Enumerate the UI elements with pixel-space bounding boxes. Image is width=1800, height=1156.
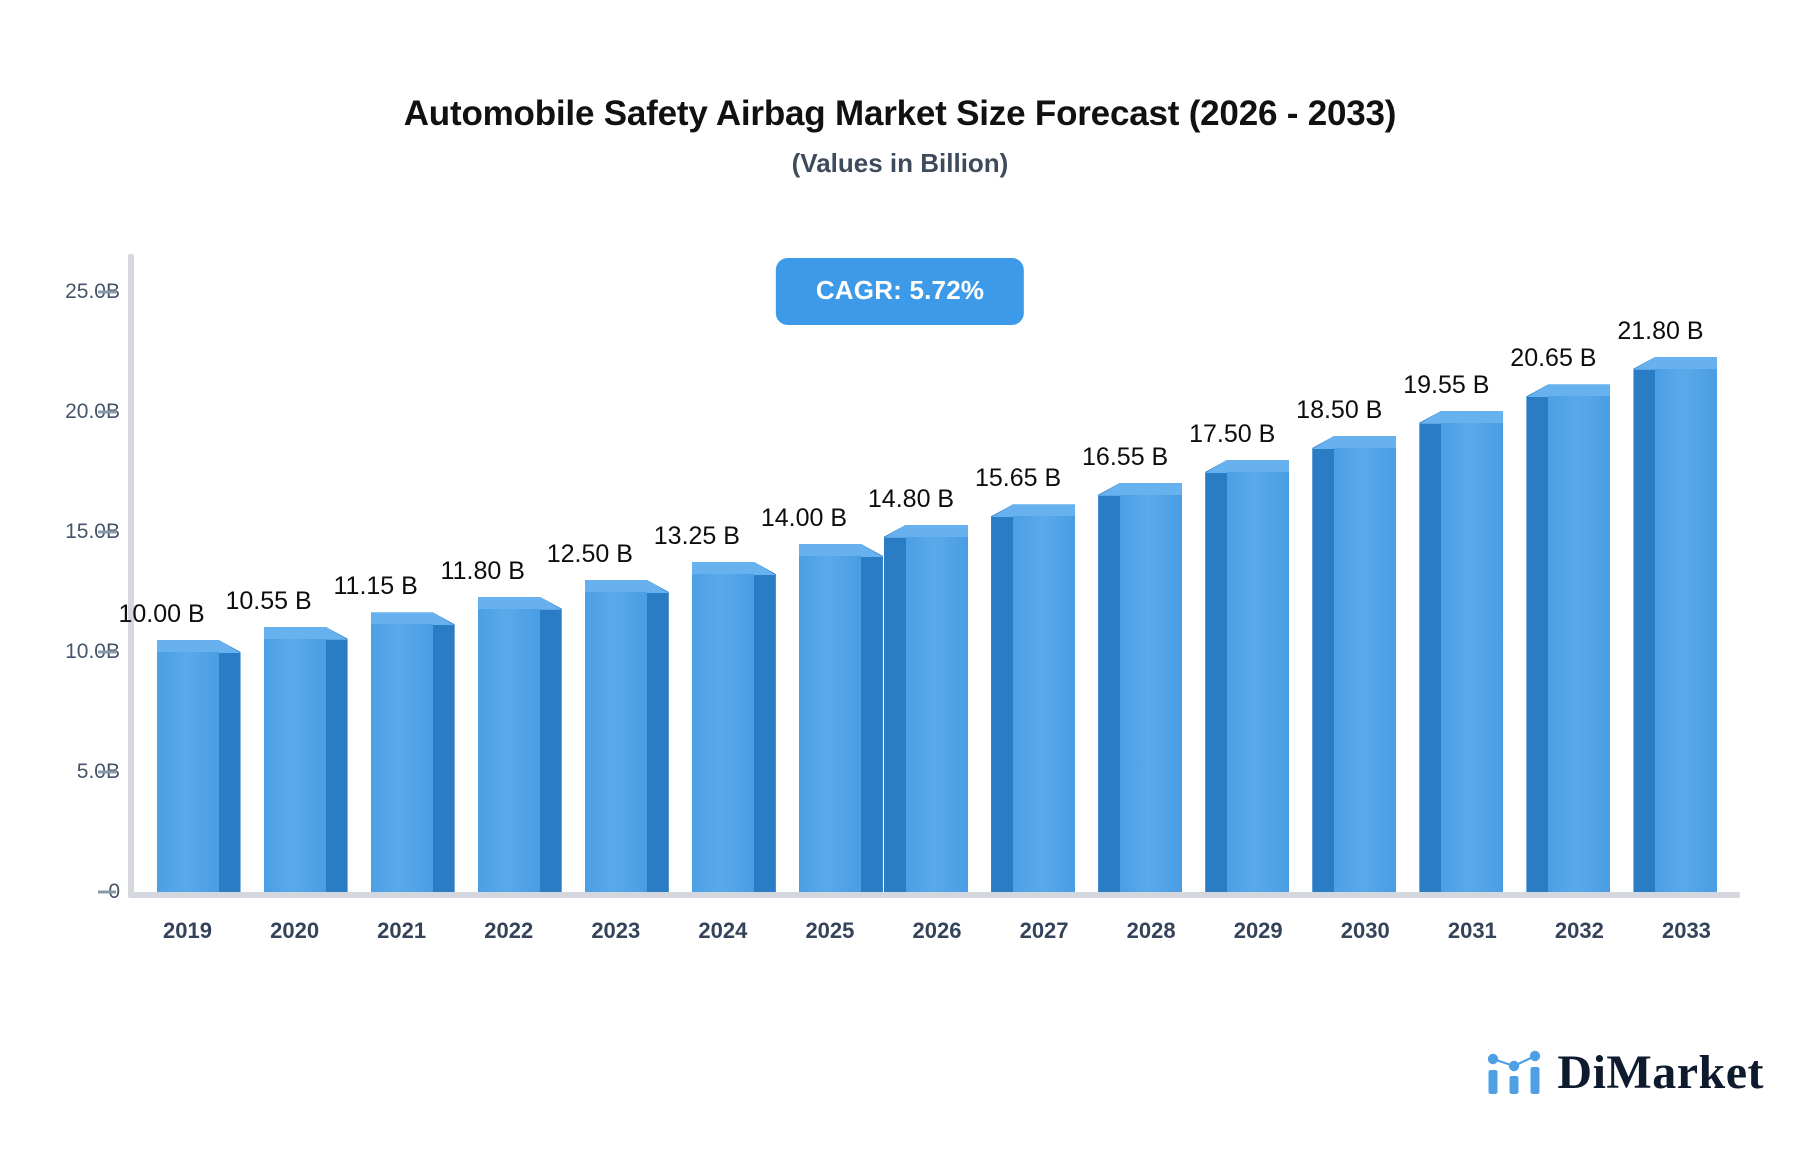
bar-top-face xyxy=(691,561,776,575)
x-axis-label-2020: 2020 xyxy=(270,918,320,943)
bar-side-face xyxy=(646,579,669,892)
bar-chart-dots-icon xyxy=(1488,1050,1541,1094)
x-axis-label-2025: 2025 xyxy=(805,918,855,943)
bar-front-face xyxy=(370,624,433,892)
bar-top-face xyxy=(1633,356,1718,370)
bar-top-face xyxy=(1526,384,1611,398)
y-axis-tick-mark xyxy=(98,770,116,774)
bar-top-face xyxy=(1205,459,1290,473)
bar-front-face xyxy=(1227,472,1290,892)
bar-top-face xyxy=(370,612,455,626)
bar-value-label: 13.25 B xyxy=(653,521,740,550)
bar-value-label: 21.80 B xyxy=(1617,316,1704,345)
y-axis-tick-label: 25.0B xyxy=(65,280,120,303)
x-axis-label-2024: 2024 xyxy=(698,918,748,943)
bar-top-face xyxy=(991,504,1076,518)
x-axis-label-2026: 2026 xyxy=(912,918,962,943)
bar-front-face xyxy=(691,574,754,892)
x-axis-label-2027: 2027 xyxy=(1019,918,1069,943)
bar-front-face xyxy=(906,536,968,892)
page-title: Automobile Safety Airbag Market Size For… xyxy=(403,94,1397,133)
bar-front-face xyxy=(1441,422,1504,892)
brand-logo: DiMarket xyxy=(1485,1045,1764,1100)
bar-side-face xyxy=(1205,459,1228,892)
logo-text: DiMarket xyxy=(1557,1046,1764,1099)
y-axis-tick-mark xyxy=(98,650,116,654)
bar-top-face xyxy=(1419,410,1504,424)
bar-value-label: 17.50 B xyxy=(1189,419,1276,448)
x-axis-label-2023: 2023 xyxy=(591,918,641,943)
x-axis-label-2031: 2031 xyxy=(1447,918,1497,943)
bar-side-face xyxy=(860,543,883,892)
y-axis-tick-mark xyxy=(98,530,116,534)
bar-top-face xyxy=(263,626,348,640)
bar-value-label: 10.55 B xyxy=(225,586,312,615)
bar-top-face xyxy=(1312,435,1397,449)
bar-side-face xyxy=(884,524,906,892)
x-axis-label-2019: 2019 xyxy=(163,918,213,943)
chart-header: Automobile Safety Airbag Market Size For… xyxy=(0,94,1800,179)
bar-value-label: 15.65 B xyxy=(974,464,1062,493)
bar-value-label: 11.15 B xyxy=(333,572,418,601)
bar-front-face xyxy=(477,608,540,892)
y-axis-tick-label: 15.0B xyxy=(65,520,120,543)
bar-side-face xyxy=(218,639,241,892)
bar-front-face xyxy=(1334,448,1397,892)
x-axis-label-2029: 2029 xyxy=(1233,918,1283,943)
x-axis-label-2030: 2030 xyxy=(1340,918,1390,943)
bar-side-face xyxy=(1312,435,1335,892)
bar-top-face xyxy=(156,639,241,653)
bar-front-face xyxy=(263,638,326,892)
bar-side-face xyxy=(1419,410,1442,892)
bar-top-face xyxy=(584,579,669,593)
x-axis-line xyxy=(128,892,1740,898)
y-axis-tick-mark xyxy=(98,890,116,894)
bar-value-label: 16.55 B xyxy=(1082,442,1169,471)
bar-side-face xyxy=(325,626,348,892)
bar-value-label: 18.50 B xyxy=(1296,395,1383,424)
y-axis-tick-label: 10.0B xyxy=(65,640,120,663)
bar-front-face xyxy=(1548,396,1611,892)
bar-value-label: 14.00 B xyxy=(760,503,848,532)
bar-top-face xyxy=(884,524,968,538)
x-axis-label-2022: 2022 xyxy=(484,918,534,943)
x-axis-label-2033: 2033 xyxy=(1661,918,1711,943)
x-axis-label-2021: 2021 xyxy=(377,918,427,943)
bar-value-label: 14.80 B xyxy=(867,484,955,513)
chart-subtitle: (Values in Billion) xyxy=(791,148,1009,179)
bar-front-face xyxy=(798,556,861,892)
bar-value-label: 20.65 B xyxy=(1510,344,1597,373)
y-axis-tick-mark xyxy=(98,410,116,414)
bar-value-label: 12.50 B xyxy=(546,539,633,568)
x-axis-label-2028: 2028 xyxy=(1126,918,1176,943)
bar-side-face xyxy=(991,504,1014,892)
bar-front-face xyxy=(584,592,647,892)
cagr-badge: CAGR: 5.72% xyxy=(775,258,1025,325)
bar-top-face xyxy=(477,596,562,610)
bar-front-face xyxy=(1655,368,1718,892)
y-axis-tick-label: 20.0B xyxy=(65,400,120,423)
bar-side-face xyxy=(753,561,776,892)
bar-value-label: 11.80 B xyxy=(440,556,525,585)
x-axis-label-2032: 2032 xyxy=(1554,918,1604,943)
bar-side-face xyxy=(1633,356,1656,892)
y-axis-line xyxy=(128,254,134,896)
bar-value-label: 10.00 B xyxy=(118,599,205,628)
bar-front-face xyxy=(1120,494,1183,892)
bar-front-face xyxy=(156,652,219,892)
bar-side-face xyxy=(1526,384,1549,892)
bar-top-face xyxy=(1098,482,1183,496)
bar-side-face xyxy=(1098,482,1121,892)
bar-side-face xyxy=(539,596,562,892)
bar-top-face xyxy=(798,543,883,557)
bar-front-face xyxy=(1013,516,1076,892)
y-axis-tick-mark xyxy=(98,290,116,294)
bar-value-label: 19.55 B xyxy=(1403,370,1490,399)
bar-side-face xyxy=(432,612,455,892)
